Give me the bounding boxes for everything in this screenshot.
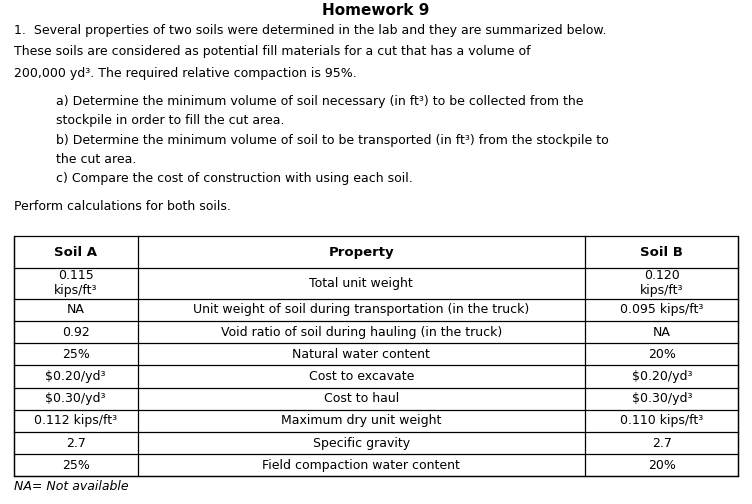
Text: Specific gravity: Specific gravity: [313, 436, 410, 450]
Text: c) Compare the cost of construction with using each soil.: c) Compare the cost of construction with…: [56, 172, 413, 185]
Text: 1.  Several properties of two soils were determined in the lab and they are summ: 1. Several properties of two soils were …: [14, 24, 606, 37]
Text: 2.7: 2.7: [652, 436, 672, 450]
Text: 0.92: 0.92: [62, 326, 89, 339]
Text: 0.095 kips/ft³: 0.095 kips/ft³: [620, 303, 703, 317]
Text: 0.110 kips/ft³: 0.110 kips/ft³: [620, 414, 703, 427]
Text: 25%: 25%: [62, 348, 89, 361]
Text: a) Determine the minimum volume of soil necessary (in ft³) to be collected from : a) Determine the minimum volume of soil …: [56, 95, 584, 108]
Text: Natural water content: Natural water content: [293, 348, 430, 361]
Text: 0.120
kips/ft³: 0.120 kips/ft³: [640, 269, 684, 297]
Text: Homework 9: Homework 9: [323, 3, 429, 18]
Text: Property: Property: [329, 245, 394, 259]
Text: NA: NA: [653, 326, 671, 339]
Text: Maximum dry unit weight: Maximum dry unit weight: [281, 414, 441, 427]
Text: NA: NA: [67, 303, 84, 317]
Text: 2.7: 2.7: [65, 436, 86, 450]
Text: Soil B: Soil B: [640, 245, 684, 259]
Text: Void ratio of soil during hauling (in the truck): Void ratio of soil during hauling (in th…: [220, 326, 502, 339]
Text: 25%: 25%: [62, 459, 89, 472]
Text: Cost to excavate: Cost to excavate: [308, 370, 414, 383]
Text: the cut area.: the cut area.: [56, 153, 137, 166]
Text: Total unit weight: Total unit weight: [310, 277, 413, 290]
Text: These soils are considered as potential fill materials for a cut that has a volu: These soils are considered as potential …: [14, 45, 530, 58]
Text: 0.115
kips/ft³: 0.115 kips/ft³: [54, 269, 97, 297]
Text: Field compaction water content: Field compaction water content: [262, 459, 460, 472]
Text: Perform calculations for both soils.: Perform calculations for both soils.: [14, 200, 230, 213]
Text: $0.20/yd³: $0.20/yd³: [45, 370, 106, 383]
Text: Soil A: Soil A: [54, 245, 97, 259]
Text: Cost to haul: Cost to haul: [323, 392, 399, 405]
Text: 0.112 kips/ft³: 0.112 kips/ft³: [34, 414, 117, 427]
Text: 20%: 20%: [647, 459, 676, 472]
Text: stockpile in order to fill the cut area.: stockpile in order to fill the cut area.: [56, 114, 285, 128]
Text: b) Determine the minimum volume of soil to be transported (in ft³) from the stoc: b) Determine the minimum volume of soil …: [56, 134, 609, 147]
Text: $0.20/yd³: $0.20/yd³: [632, 370, 692, 383]
Text: $0.30/yd³: $0.30/yd³: [45, 392, 106, 405]
Text: Unit weight of soil during transportation (in the truck): Unit weight of soil during transportatio…: [193, 303, 529, 317]
Text: 200,000 yd³. The required relative compaction is 95%.: 200,000 yd³. The required relative compa…: [14, 67, 356, 80]
Text: 20%: 20%: [647, 348, 676, 361]
Text: NA= Not available: NA= Not available: [14, 480, 128, 493]
Text: $0.30/yd³: $0.30/yd³: [632, 392, 692, 405]
